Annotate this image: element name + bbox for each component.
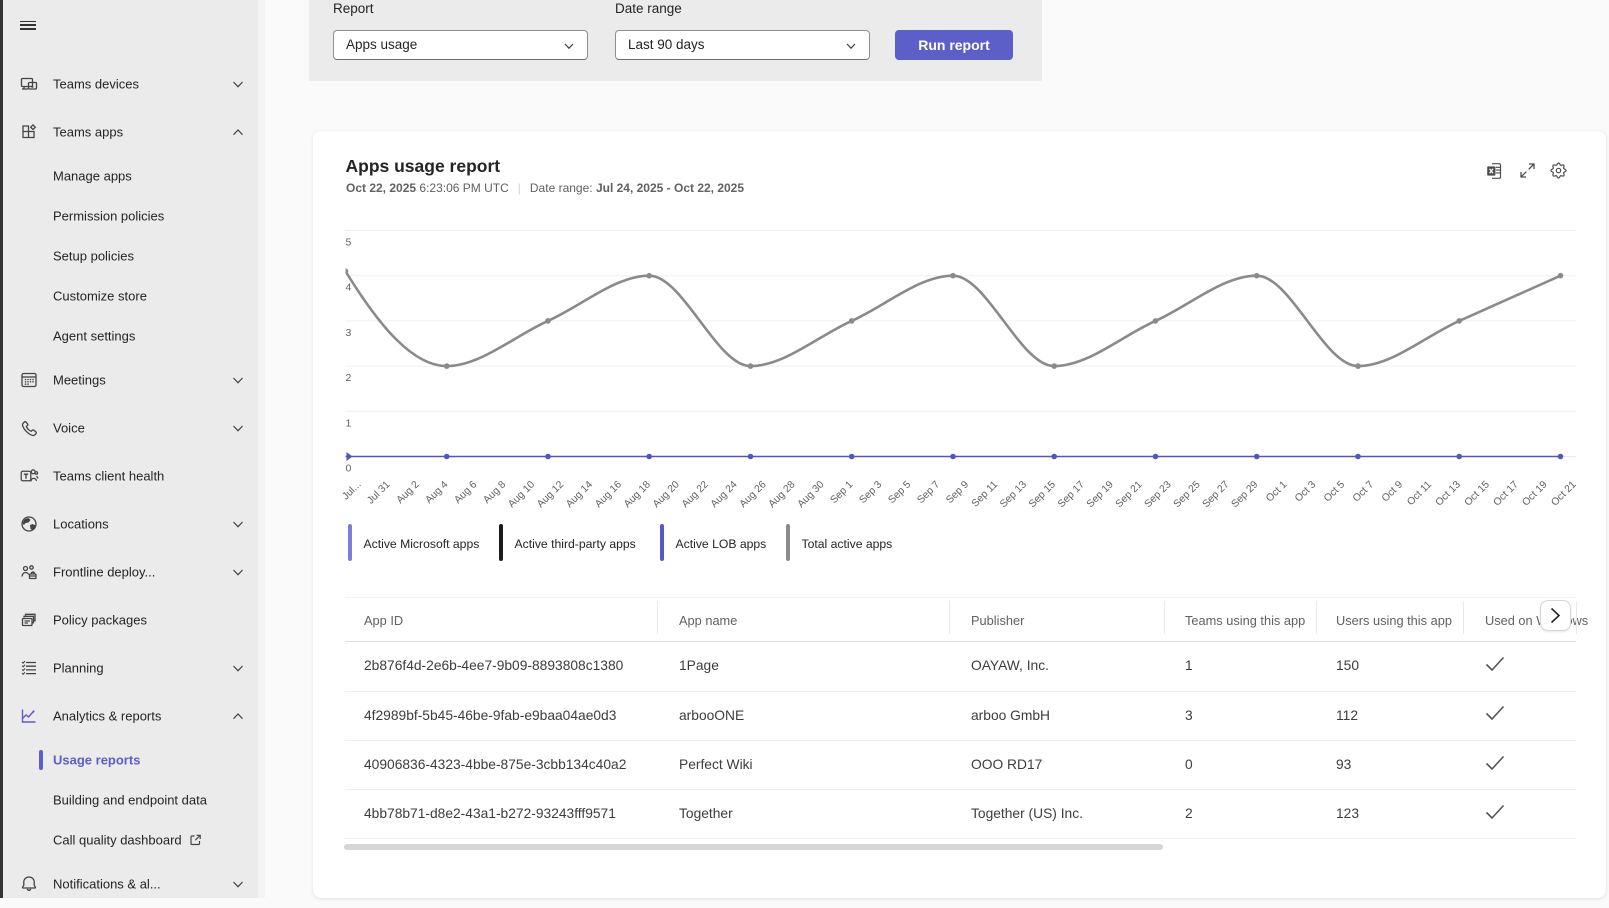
svg-text:Aug 24: Aug 24 [708,479,739,510]
svg-text:4: 4 [345,282,351,294]
svg-text:5: 5 [345,237,351,249]
svg-text:Oct 15: Oct 15 [1462,479,1491,508]
svg-text:Sep 5: Sep 5 [886,479,913,506]
svg-text:Oct 7: Oct 7 [1350,479,1375,504]
svg-text:Sep 17: Sep 17 [1056,479,1087,510]
svg-text:1: 1 [345,417,351,429]
svg-text:Oct 19: Oct 19 [1520,479,1549,508]
svg-text:Sep 15: Sep 15 [1027,479,1058,510]
svg-text:Aug 12: Aug 12 [535,479,566,510]
svg-text:Sep 1: Sep 1 [828,479,855,506]
svg-text:0: 0 [345,463,351,475]
svg-text:Aug 20: Aug 20 [650,479,681,510]
svg-text:Aug 8: Aug 8 [481,479,508,506]
svg-text:Aug 16: Aug 16 [593,479,624,510]
svg-text:2: 2 [345,372,351,384]
svg-text:Oct 11: Oct 11 [1405,479,1434,508]
svg-text:Oct 21: Oct 21 [1549,479,1578,508]
svg-text:Sep 27: Sep 27 [1200,479,1231,510]
svg-text:Oct 1: Oct 1 [1264,479,1289,504]
svg-text:Aug 30: Aug 30 [795,479,826,510]
svg-text:Oct 17: Oct 17 [1491,479,1520,508]
svg-text:Oct 5: Oct 5 [1322,479,1347,504]
svg-text:Aug 2: Aug 2 [394,479,421,506]
svg-text:Oct 9: Oct 9 [1379,479,1404,504]
svg-text:Sep 29: Sep 29 [1229,479,1260,510]
svg-text:Aug 6: Aug 6 [452,479,479,506]
svg-text:Jul...: Jul... [340,479,363,502]
svg-text:Aug 14: Aug 14 [564,479,595,510]
svg-text:Sep 3: Sep 3 [857,479,884,506]
svg-text:Sep 25: Sep 25 [1171,479,1202,510]
svg-text:3: 3 [345,327,351,339]
svg-text:Sep 23: Sep 23 [1142,479,1173,510]
svg-text:Oct 13: Oct 13 [1433,479,1462,508]
svg-text:Aug 4: Aug 4 [423,479,450,506]
svg-text:Aug 10: Aug 10 [506,479,537,510]
svg-text:Sep 21: Sep 21 [1113,479,1144,510]
svg-text:Sep 19: Sep 19 [1084,479,1115,510]
svg-text:Oct 3: Oct 3 [1293,479,1318,504]
svg-text:Sep 13: Sep 13 [998,479,1029,510]
svg-text:Jul 31: Jul 31 [365,479,392,506]
svg-text:Aug 22: Aug 22 [679,479,710,510]
svg-text:Aug 26: Aug 26 [737,479,768,510]
svg-text:Sep 7: Sep 7 [915,479,942,506]
svg-text:Aug 28: Aug 28 [766,479,797,510]
svg-text:Sep 11: Sep 11 [969,479,1000,510]
svg-text:Sep 9: Sep 9 [944,479,971,506]
svg-text:Aug 18: Aug 18 [622,479,653,510]
